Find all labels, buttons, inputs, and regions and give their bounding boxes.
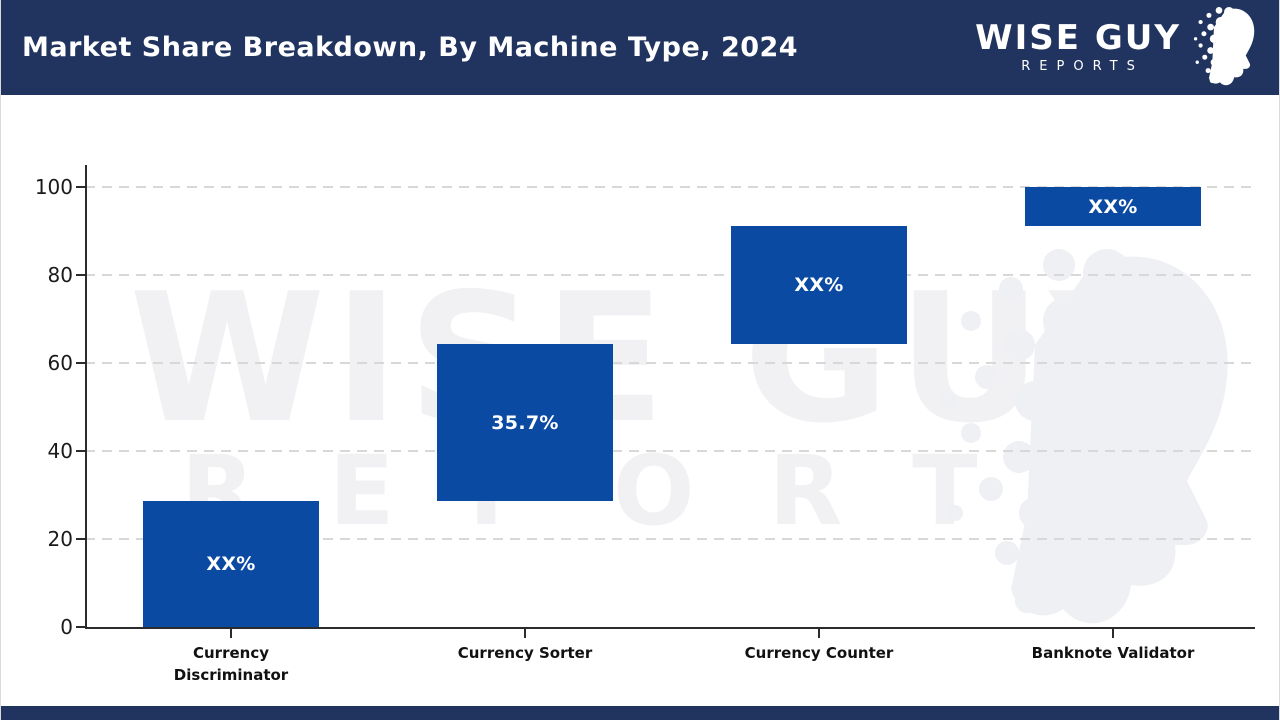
bar-value-label: 35.7% [491,411,559,434]
x-axis-tick-mark [1112,629,1114,638]
y-axis-tick-mark [76,538,85,540]
y-axis-tick-label: 40 [47,439,73,463]
market-share-bar: XX% [731,226,907,345]
page-title: Market Share Breakdown, By Machine Type,… [22,32,799,63]
header: Market Share Breakdown, By Machine Type,… [1,0,1279,95]
x-axis-category-label: Currency Discriminator [173,644,289,684]
y-axis-tick-mark [76,186,85,188]
logo-brand-name: WISE GUY [975,18,1181,58]
y-gridline [85,274,1255,276]
x-axis-tick-mark [818,629,820,638]
y-axis-tick-mark [76,362,85,364]
x-axis-category-label: Banknote Validator [1031,644,1195,662]
y-axis-tick-mark [76,626,85,628]
x-axis-line [85,627,1255,629]
y-axis-tick-label: 0 [60,615,73,639]
y-axis-tick-label: 100 [34,175,73,199]
bar-value-label: XX% [1088,195,1138,218]
watermark-head-icon [939,249,1228,624]
wiseguy-logo-text: WISE GUY REPORTS [975,21,1181,74]
chart: WISE GUY REPORTS 0 20 40 60 80 100 XX% Currency… [1,95,1279,706]
bar-value-label: XX% [794,274,844,297]
x-axis-tick-mark [230,629,232,638]
x-axis-category-label: Currency Sorter [457,644,593,662]
x-axis-tick-mark [524,629,526,638]
y-axis-tick-mark [76,450,85,452]
y-gridline [85,186,1255,188]
y-axis-tick-label: 20 [47,527,73,551]
market-share-bar: XX% [1025,187,1201,227]
bar-value-label: XX% [206,553,256,576]
footer-bar [1,706,1279,720]
market-share-bar: XX% [143,501,319,627]
logo-brand-subtitle: REPORTS [1021,59,1144,74]
wiseguy-logo: WISE GUY REPORTS [975,2,1279,94]
market-share-bar: 35.7% [437,344,613,502]
y-axis-tick-label: 60 [47,351,73,375]
watermark-text: WISE GUY [129,255,1187,462]
y-gridline [85,450,1255,452]
y-axis-tick-label: 80 [47,263,73,287]
y-gridline [85,538,1255,540]
y-gridline [85,362,1255,364]
y-axis-line [85,165,87,629]
wiseguy-head-icon [1193,6,1255,85]
x-axis-category-label: Currency Counter [744,644,894,662]
y-axis-tick-mark [76,274,85,276]
